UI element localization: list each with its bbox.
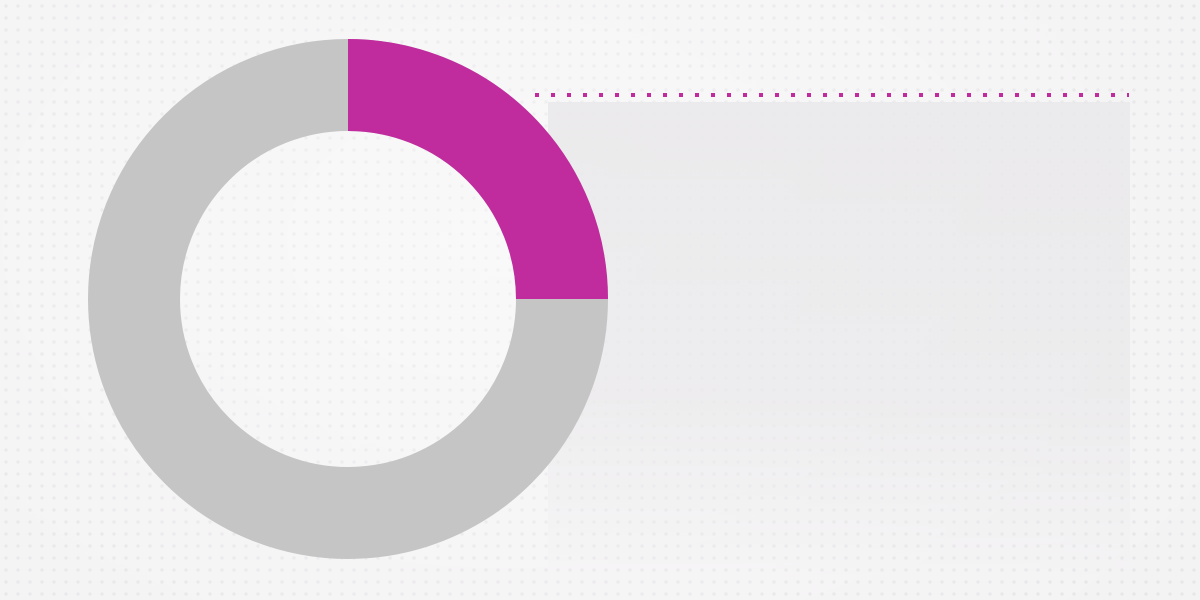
donut-segment-highlight <box>347 39 608 300</box>
